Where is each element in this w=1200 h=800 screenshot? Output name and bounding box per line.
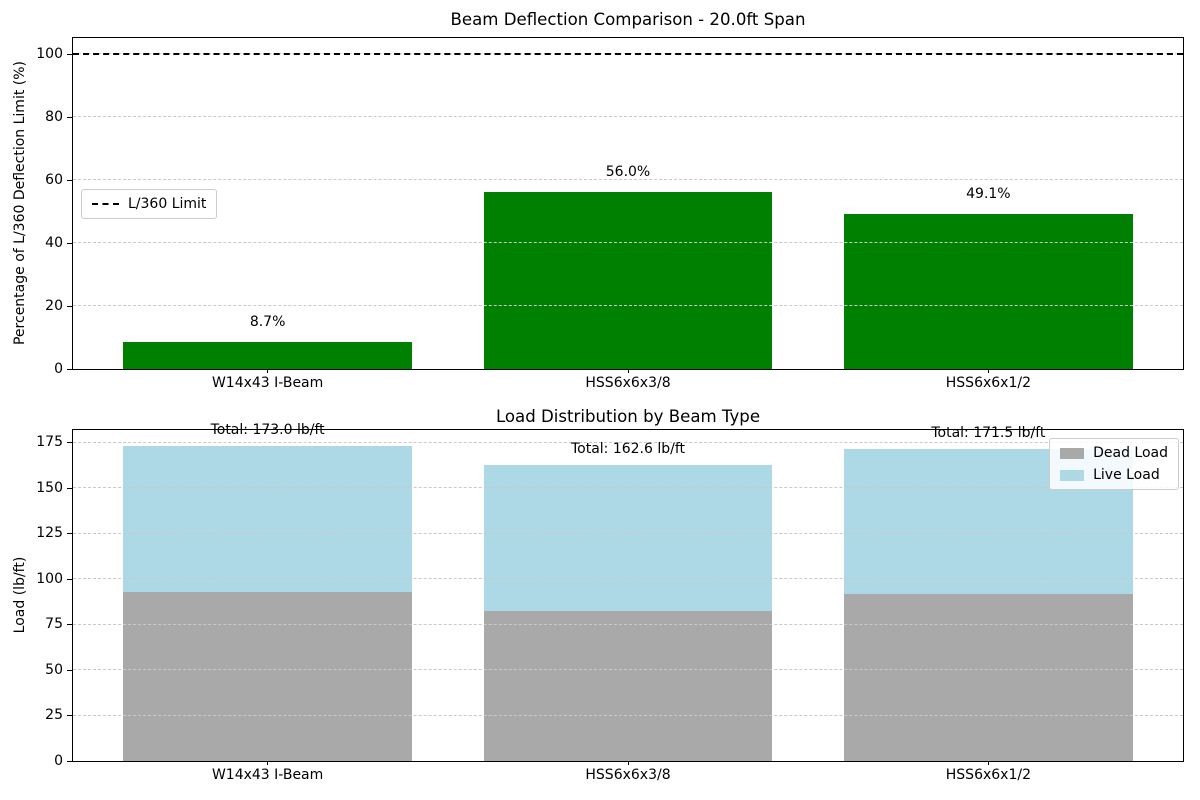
y-tick-mark [67, 533, 72, 535]
y-tick-label: 100 [36, 45, 63, 62]
legend-entry-dead-load: Dead Load [1060, 445, 1168, 461]
legend-label: Live Load [1093, 467, 1160, 483]
y-tick-mark [67, 369, 72, 370]
y-tick-label: 0 [54, 753, 63, 769]
bar-w14x43-i-beam [123, 341, 412, 369]
bar-segment-dead-load [483, 610, 773, 761]
bar-segment-live-load [483, 464, 773, 611]
gridline [73, 623, 1183, 625]
y-tick-mark [67, 669, 72, 671]
bar-segment-dead-load [123, 591, 412, 761]
total-label: Total: 171.5 lb/ft [931, 424, 1046, 441]
x-tick-label-w14x43-i-beam: W14x43 I-Beam [211, 767, 324, 783]
gridline [73, 441, 1183, 443]
y-tick-mark [67, 305, 72, 307]
legend-swatch-live-load [1060, 469, 1085, 481]
y-tick-mark [67, 242, 72, 244]
y-tick-mark [67, 487, 72, 489]
x-tick-label-hss6x6x1-2: HSS6x6x1/2 [945, 767, 1031, 783]
y-tick-label: 0 [54, 361, 63, 377]
x-tick-mark [987, 761, 989, 765]
total-label: Total: 173.0 lb/ft [210, 421, 325, 438]
y-tick-mark [67, 442, 72, 444]
y-tick-mark [67, 116, 72, 118]
chart-title: Beam Deflection Comparison - 20.0ft Span [450, 10, 806, 29]
bar-value-label: 8.7% [249, 313, 286, 330]
y-tick-mark [67, 761, 72, 762]
y-tick-label: 175 [36, 434, 63, 451]
y-tick-label: 40 [45, 234, 63, 251]
bar-hss6x6x3-8 [483, 464, 773, 761]
legend-entry-live-load: Live Load [1060, 467, 1168, 483]
x-tick-mark [627, 369, 629, 373]
gridline [73, 669, 1183, 671]
bar-w14x43-i-beam [123, 445, 412, 761]
total-label: Total: 162.6 lb/ft [570, 440, 686, 457]
y-axis-label: Load (lb/ft) [12, 556, 28, 634]
legend-label: L/360 Limit [128, 195, 207, 212]
plot-area: 0 20 40 60 80 100 W14x43 I-Beam HSS6x6x3/8 HSS6x… [36, 37, 1184, 391]
gridline [73, 578, 1183, 580]
plot-area: 0 25 50 75 100 125 150 175 W14x43 I-Beam HSS6x6x3… [36, 422, 1184, 783]
bar-hss6x6x3-8 [483, 192, 773, 369]
y-tick-label: 150 [36, 479, 63, 496]
dashed-line-swatch [92, 202, 119, 205]
y-tick-label: 100 [36, 570, 63, 587]
bar-segment-live-load [123, 445, 412, 592]
bar-segment-dead-load [844, 594, 1133, 761]
bar-value-label: 49.1% [966, 186, 1011, 203]
y-tick-label: 25 [45, 707, 63, 724]
y-axis-label: Percentage of L/360 Deflection Limit (%) [12, 60, 28, 346]
bar-segment-live-load [844, 448, 1133, 595]
bar-hss6x6x1-2 [844, 214, 1133, 369]
bar-value-label: 56.0% [605, 164, 651, 181]
gridline [73, 116, 1183, 118]
y-tick-label: 60 [45, 171, 63, 188]
x-tick-mark [987, 369, 989, 373]
y-tick-label: 125 [36, 525, 63, 542]
legend-entry-l-360-limit: L/360 Limit [92, 196, 206, 212]
y-tick-label: 75 [45, 616, 63, 633]
y-tick-label: 20 [45, 297, 63, 314]
y-tick-mark [67, 53, 72, 55]
deflection-limit-line [73, 52, 1183, 55]
x-tick-label-hss6x6x1-2: HSS6x6x1/2 [945, 375, 1031, 391]
y-tick-mark [67, 179, 72, 181]
legend: Dead Load Live Load [1049, 438, 1179, 490]
chart-title: Load Distribution by Beam Type [495, 407, 761, 426]
y-tick-mark [67, 715, 72, 717]
y-tick-label: 80 [45, 108, 63, 125]
y-tick-mark [67, 624, 72, 626]
gridline [73, 305, 1183, 307]
x-tick-label-hss6x6x3-8: HSS6x6x3/8 [585, 375, 671, 391]
x-tick-label-hss6x6x3-8: HSS6x6x3/8 [585, 767, 671, 783]
gridline [73, 714, 1183, 716]
y-tick-mark [67, 578, 72, 580]
gridline [73, 242, 1183, 244]
y-tick-label: 50 [45, 661, 63, 678]
legend: L/360 Limit [81, 188, 218, 219]
gridline [73, 487, 1183, 489]
bar-hss6x6x1-2 [844, 448, 1133, 761]
gridline [73, 532, 1183, 534]
legend-label: Dead Load [1093, 445, 1168, 461]
x-tick-mark [267, 761, 269, 765]
gridline [73, 179, 1183, 181]
x-tick-mark [267, 369, 269, 373]
gridline [73, 53, 1183, 55]
legend-swatch-dead-load [1060, 447, 1085, 459]
x-tick-mark [627, 761, 629, 765]
x-tick-label-w14x43-i-beam: W14x43 I-Beam [211, 375, 324, 391]
